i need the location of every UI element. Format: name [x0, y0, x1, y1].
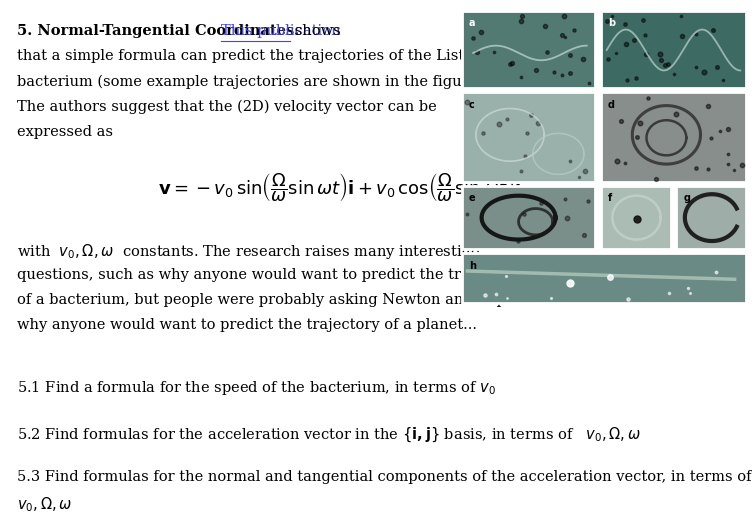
Bar: [462, 92, 596, 182]
Text: that a simple formula can predict the trajectories of the Listeria: that a simple formula can predict the tr…: [17, 49, 493, 63]
Bar: [462, 253, 746, 303]
Text: with  $v_0,\Omega,\omega$  constants. The research raises many interesting: with $v_0,\Omega,\omega$ constants. The …: [17, 242, 481, 261]
Text: 5. Normal-Tangential Coordinates.: 5. Normal-Tangential Coordinates.: [17, 24, 299, 38]
Text: of a bacterium, but people were probably asking Newton and Kepler: of a bacterium, but people were probably…: [17, 293, 526, 307]
Text: shows: shows: [290, 24, 341, 38]
Text: h: h: [468, 261, 476, 271]
Text: b: b: [608, 18, 615, 28]
Text: 5.3 Find formulas for the normal and tangential components of the acceleration v: 5.3 Find formulas for the normal and tan…: [17, 470, 751, 484]
Text: a: a: [468, 18, 475, 28]
Text: g: g: [684, 193, 690, 203]
Text: This publication: This publication: [221, 24, 341, 38]
Text: questions, such as why anyone would want to predict the trajectory: questions, such as why anyone would want…: [17, 268, 521, 282]
Text: f: f: [608, 193, 612, 203]
Text: e: e: [468, 193, 475, 203]
Text: $v_0,\Omega,\omega$: $v_0,\Omega,\omega$: [17, 495, 72, 513]
Text: The authors suggest that the (2D) velocity vector can be: The authors suggest that the (2D) veloci…: [17, 100, 436, 114]
Text: c: c: [468, 100, 475, 110]
Text: expressed as: expressed as: [17, 125, 113, 139]
Bar: [601, 11, 746, 88]
Text: bacterium (some example trajectories are shown in the figure).: bacterium (some example trajectories are…: [17, 74, 487, 89]
Bar: [462, 11, 596, 88]
Bar: [601, 92, 746, 182]
Text: 5.1 Find a formula for the speed of the bacterium, in terms of $v_0$: 5.1 Find a formula for the speed of the …: [17, 379, 496, 397]
Bar: [601, 186, 671, 249]
Text: d: d: [608, 100, 615, 110]
Text: 5.2 Find formulas for the acceleration vector in the $\{\mathbf{i,j}\}$ basis, i: 5.2 Find formulas for the acceleration v…: [17, 426, 641, 444]
Bar: [462, 186, 596, 249]
Bar: [676, 186, 746, 249]
Text: why anyone would want to predict the trajectory of a planet...: why anyone would want to predict the tra…: [17, 318, 477, 333]
Text: $\mathbf{v} = -v_0\,\sin\!\left(\dfrac{\Omega}{\omega}\sin\omega t\right)\mathbf: $\mathbf{v} = -v_0\,\sin\!\left(\dfrac{\…: [158, 171, 520, 204]
